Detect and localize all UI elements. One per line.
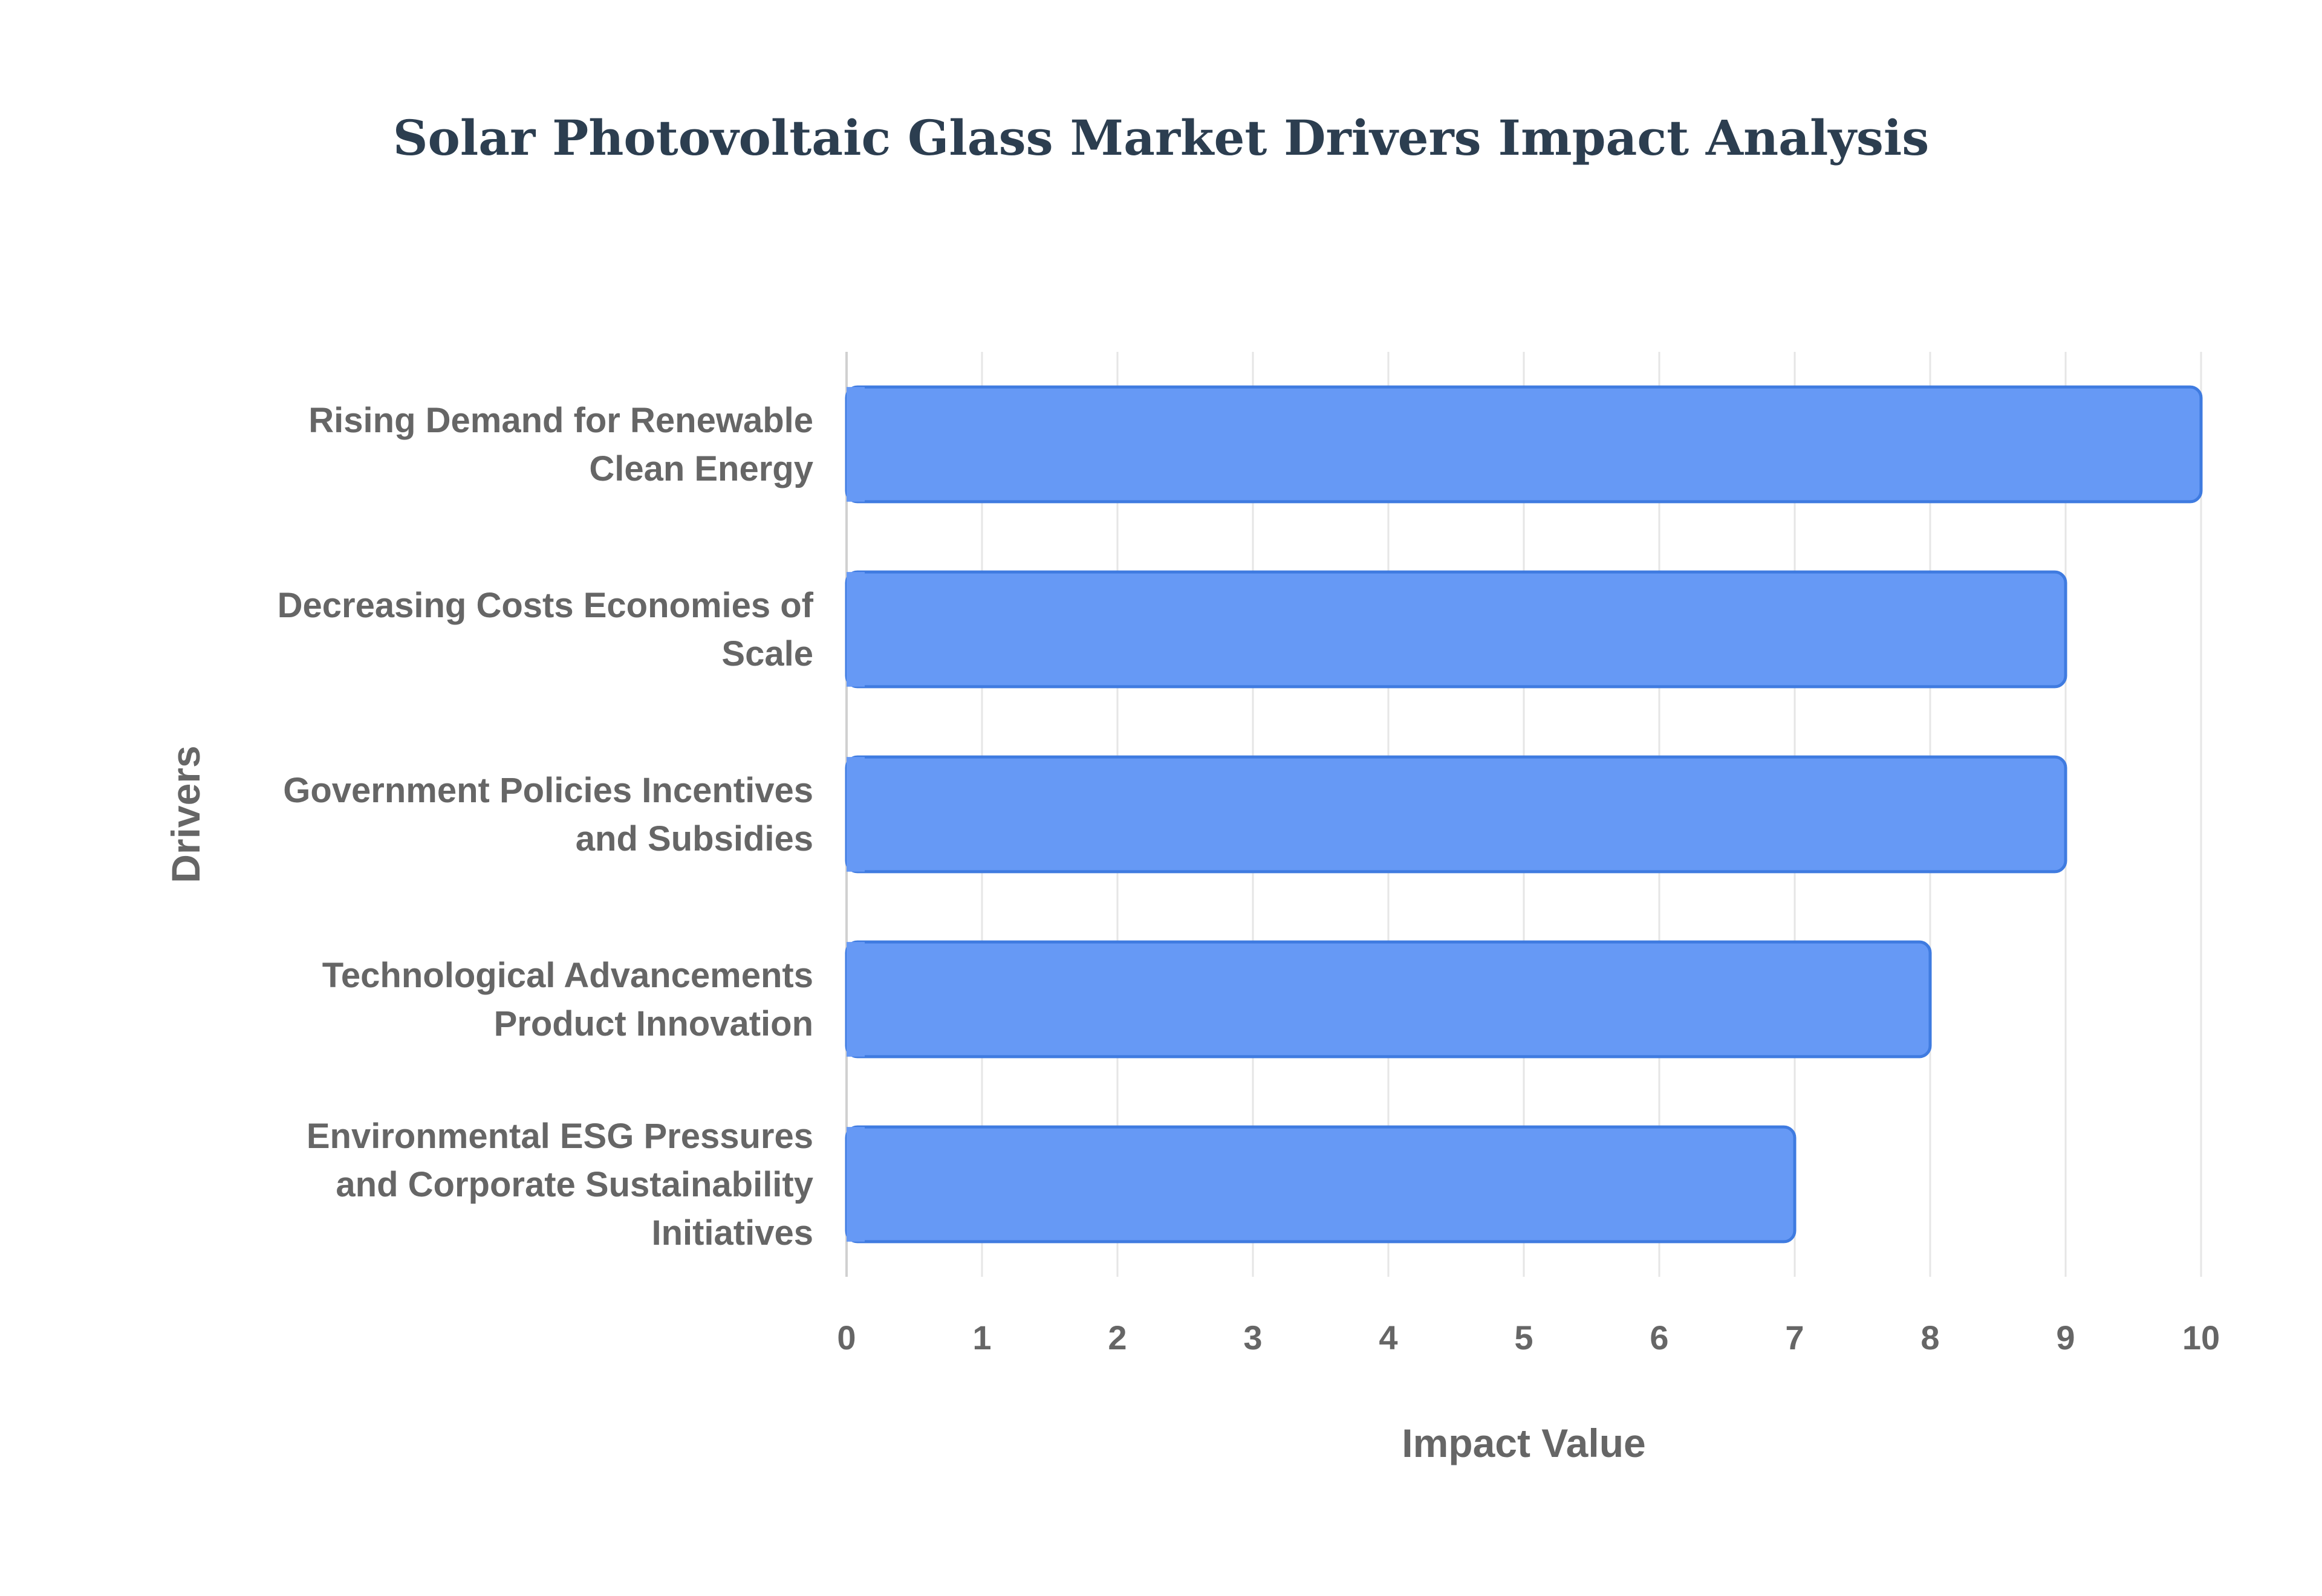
bar-3[interactable] bbox=[845, 755, 2067, 874]
category-label-3-line-2: and Subsidies bbox=[576, 819, 813, 858]
bar-2-base bbox=[847, 572, 865, 687]
x-tick-label-1: 1 bbox=[972, 1319, 991, 1357]
category-labels: Rising Demand for Renewable Clean Energy D… bbox=[278, 401, 814, 1253]
x-tick-labels: 0 1 2 3 4 5 6 7 8 9 10 bbox=[837, 1319, 2220, 1357]
x-tick-label-5: 5 bbox=[1514, 1319, 1533, 1357]
x-tick-label-3: 3 bbox=[1243, 1319, 1262, 1357]
category-label-5-line-2: and Corporate Sustainability bbox=[336, 1165, 813, 1204]
bar-1-base bbox=[847, 387, 865, 502]
x-axis-title: Impact Value bbox=[1402, 1421, 1646, 1465]
x-tick-label-9: 9 bbox=[2056, 1319, 2075, 1357]
category-label-5-line-3: Initiatives bbox=[651, 1213, 813, 1253]
category-label-2-line-1: Decreasing Costs Economies of bbox=[278, 586, 814, 625]
bar-3-base bbox=[847, 757, 865, 872]
bars bbox=[845, 385, 2203, 1244]
bar-2[interactable] bbox=[845, 570, 2067, 689]
chart-title: Solar Photovoltaic Glass Market Drivers … bbox=[392, 109, 1930, 166]
category-label-4-line-1: Technological Advancements bbox=[322, 956, 813, 995]
category-label-5: Environmental ESG Pressures and Corporate… bbox=[307, 1117, 813, 1253]
bar-5-base bbox=[847, 1127, 865, 1242]
bar-4[interactable] bbox=[845, 940, 1932, 1059]
x-tick-label-0: 0 bbox=[837, 1319, 856, 1357]
category-label-2-line-2: Scale bbox=[721, 634, 813, 673]
x-tick-label-7: 7 bbox=[1785, 1319, 1804, 1357]
category-label-3: Government Policies Incentives and Subsid… bbox=[283, 771, 813, 858]
x-tick-label-10: 10 bbox=[2182, 1319, 2220, 1357]
x-tick-label-2: 2 bbox=[1108, 1319, 1127, 1357]
x-tick-label-6: 6 bbox=[1650, 1319, 1668, 1357]
bar-1[interactable] bbox=[845, 385, 2203, 504]
y-axis-title: Drivers bbox=[163, 745, 208, 883]
category-label-1: Rising Demand for Renewable Clean Energy bbox=[308, 401, 813, 488]
category-label-4: Technological Advancements Product Innova… bbox=[322, 956, 813, 1043]
bar-5[interactable] bbox=[845, 1125, 1797, 1244]
x-tick-label-4: 4 bbox=[1379, 1319, 1397, 1357]
x-tick-label-8: 8 bbox=[1920, 1319, 1939, 1357]
category-label-3-line-1: Government Policies Incentives bbox=[283, 771, 813, 810]
category-label-5-line-1: Environmental ESG Pressures bbox=[307, 1117, 813, 1156]
category-label-2: Decreasing Costs Economies of Scale bbox=[278, 586, 814, 673]
category-label-4-line-2: Product Innovation bbox=[494, 1004, 813, 1043]
category-label-1-line-2: Clean Energy bbox=[589, 449, 813, 488]
bar-4-base bbox=[847, 942, 865, 1057]
category-label-1-line-1: Rising Demand for Renewable bbox=[308, 401, 813, 440]
